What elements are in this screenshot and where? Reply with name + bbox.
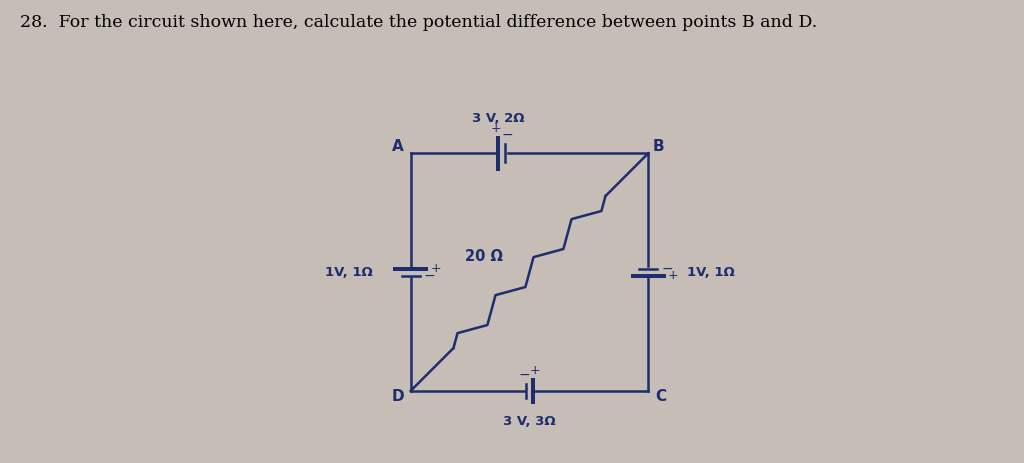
Text: C: C	[655, 389, 667, 404]
Text: +: +	[668, 269, 679, 282]
Text: +: +	[490, 122, 501, 135]
Text: −: −	[424, 269, 435, 282]
Text: 20 Ω: 20 Ω	[465, 249, 503, 264]
Text: −: −	[662, 262, 673, 275]
Text: 28.  For the circuit shown here, calculate the potential difference between poin: 28. For the circuit shown here, calculat…	[20, 14, 818, 31]
Text: 1V, 1Ω: 1V, 1Ω	[687, 266, 734, 279]
Text: −: −	[502, 128, 513, 142]
Text: 1V, 1Ω: 1V, 1Ω	[325, 266, 373, 279]
Text: 3 V, 3Ω: 3 V, 3Ω	[503, 414, 556, 428]
Text: +: +	[529, 364, 541, 377]
Text: +: +	[430, 262, 441, 275]
Text: D: D	[392, 389, 404, 404]
Text: B: B	[653, 139, 665, 154]
Text: A: A	[392, 139, 404, 154]
Text: 3 V, 2Ω: 3 V, 2Ω	[472, 113, 524, 125]
Text: −: −	[518, 368, 529, 382]
